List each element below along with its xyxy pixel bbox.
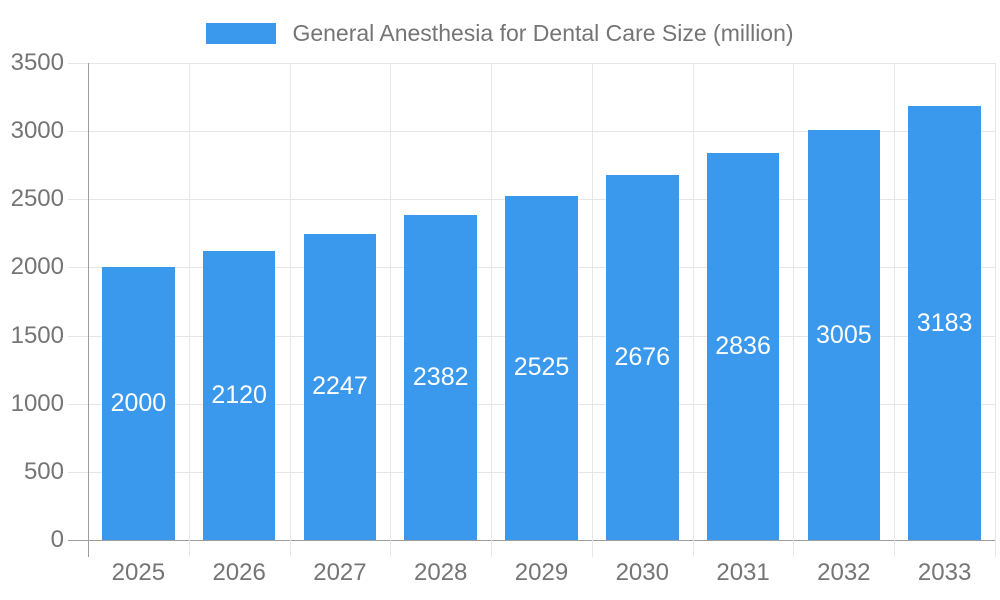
x-axis-label: 2025 — [111, 559, 166, 586]
bar-value-label: 2525 — [513, 353, 570, 382]
x-gridline — [894, 63, 895, 557]
bar-value-label: 2836 — [715, 332, 771, 361]
bar-value-label: 2382 — [412, 363, 469, 392]
x-gridline — [390, 63, 391, 557]
x-gridline — [189, 63, 190, 557]
bar-2033[interactable]: 3183 — [908, 106, 981, 540]
x-gridline — [995, 63, 996, 557]
bar-2026[interactable]: 2120 — [202, 251, 276, 540]
bar-2031[interactable]: 2836 — [706, 153, 780, 540]
y-axis-label: 2500 — [10, 185, 64, 212]
bar-2027[interactable]: 2247 — [303, 233, 377, 540]
legend-label: General Anesthesia for Dental Care Size … — [292, 19, 794, 46]
x-axis-label: 2033 — [917, 559, 972, 586]
x-gridline — [693, 63, 694, 557]
bar-2028[interactable]: 2382 — [404, 215, 477, 540]
bar-2030[interactable]: 2676 — [606, 175, 679, 540]
x-axis-label: 2028 — [414, 559, 468, 586]
bar-2029[interactable]: 2525 — [505, 195, 578, 540]
x-axis-label: 2032 — [817, 559, 871, 586]
x-axis-label: 2026 — [212, 559, 266, 586]
x-gridline — [491, 63, 492, 557]
y-axis-label: 0 — [50, 526, 64, 553]
bar-value-label: 3183 — [916, 308, 973, 337]
y-axis-label: 3500 — [10, 49, 64, 76]
bar-value-label: 2247 — [312, 372, 368, 401]
bar-value-label: 2000 — [110, 389, 167, 418]
bar-value-label: 3005 — [816, 320, 872, 349]
x-axis-label: 2027 — [313, 559, 367, 586]
x-axis-label: 2030 — [615, 559, 669, 586]
y-axis-line — [88, 63, 89, 557]
x-axis-label: 2031 — [716, 559, 770, 586]
y-gridline — [68, 63, 995, 64]
legend-swatch — [206, 22, 277, 44]
y-gridline — [68, 540, 995, 541]
chart-legend[interactable]: General Anesthesia for Dental Care Size … — [0, 20, 1000, 46]
y-axis-label: 2000 — [10, 253, 64, 280]
y-axis-label: 500 — [23, 458, 64, 485]
y-axis-label: 1000 — [10, 390, 64, 417]
bar-2032[interactable]: 3005 — [807, 130, 881, 540]
bar-value-label: 2120 — [211, 381, 267, 410]
bar-2025[interactable]: 2000 — [102, 267, 175, 540]
x-gridline — [592, 63, 593, 557]
y-axis-label: 3000 — [10, 117, 64, 144]
x-gridline — [793, 63, 794, 557]
y-axis-label: 1500 — [10, 322, 64, 349]
y-gridline — [68, 131, 995, 132]
x-axis-label: 2029 — [514, 559, 569, 586]
bar-value-label: 2676 — [614, 343, 671, 372]
x-gridline — [290, 63, 291, 557]
